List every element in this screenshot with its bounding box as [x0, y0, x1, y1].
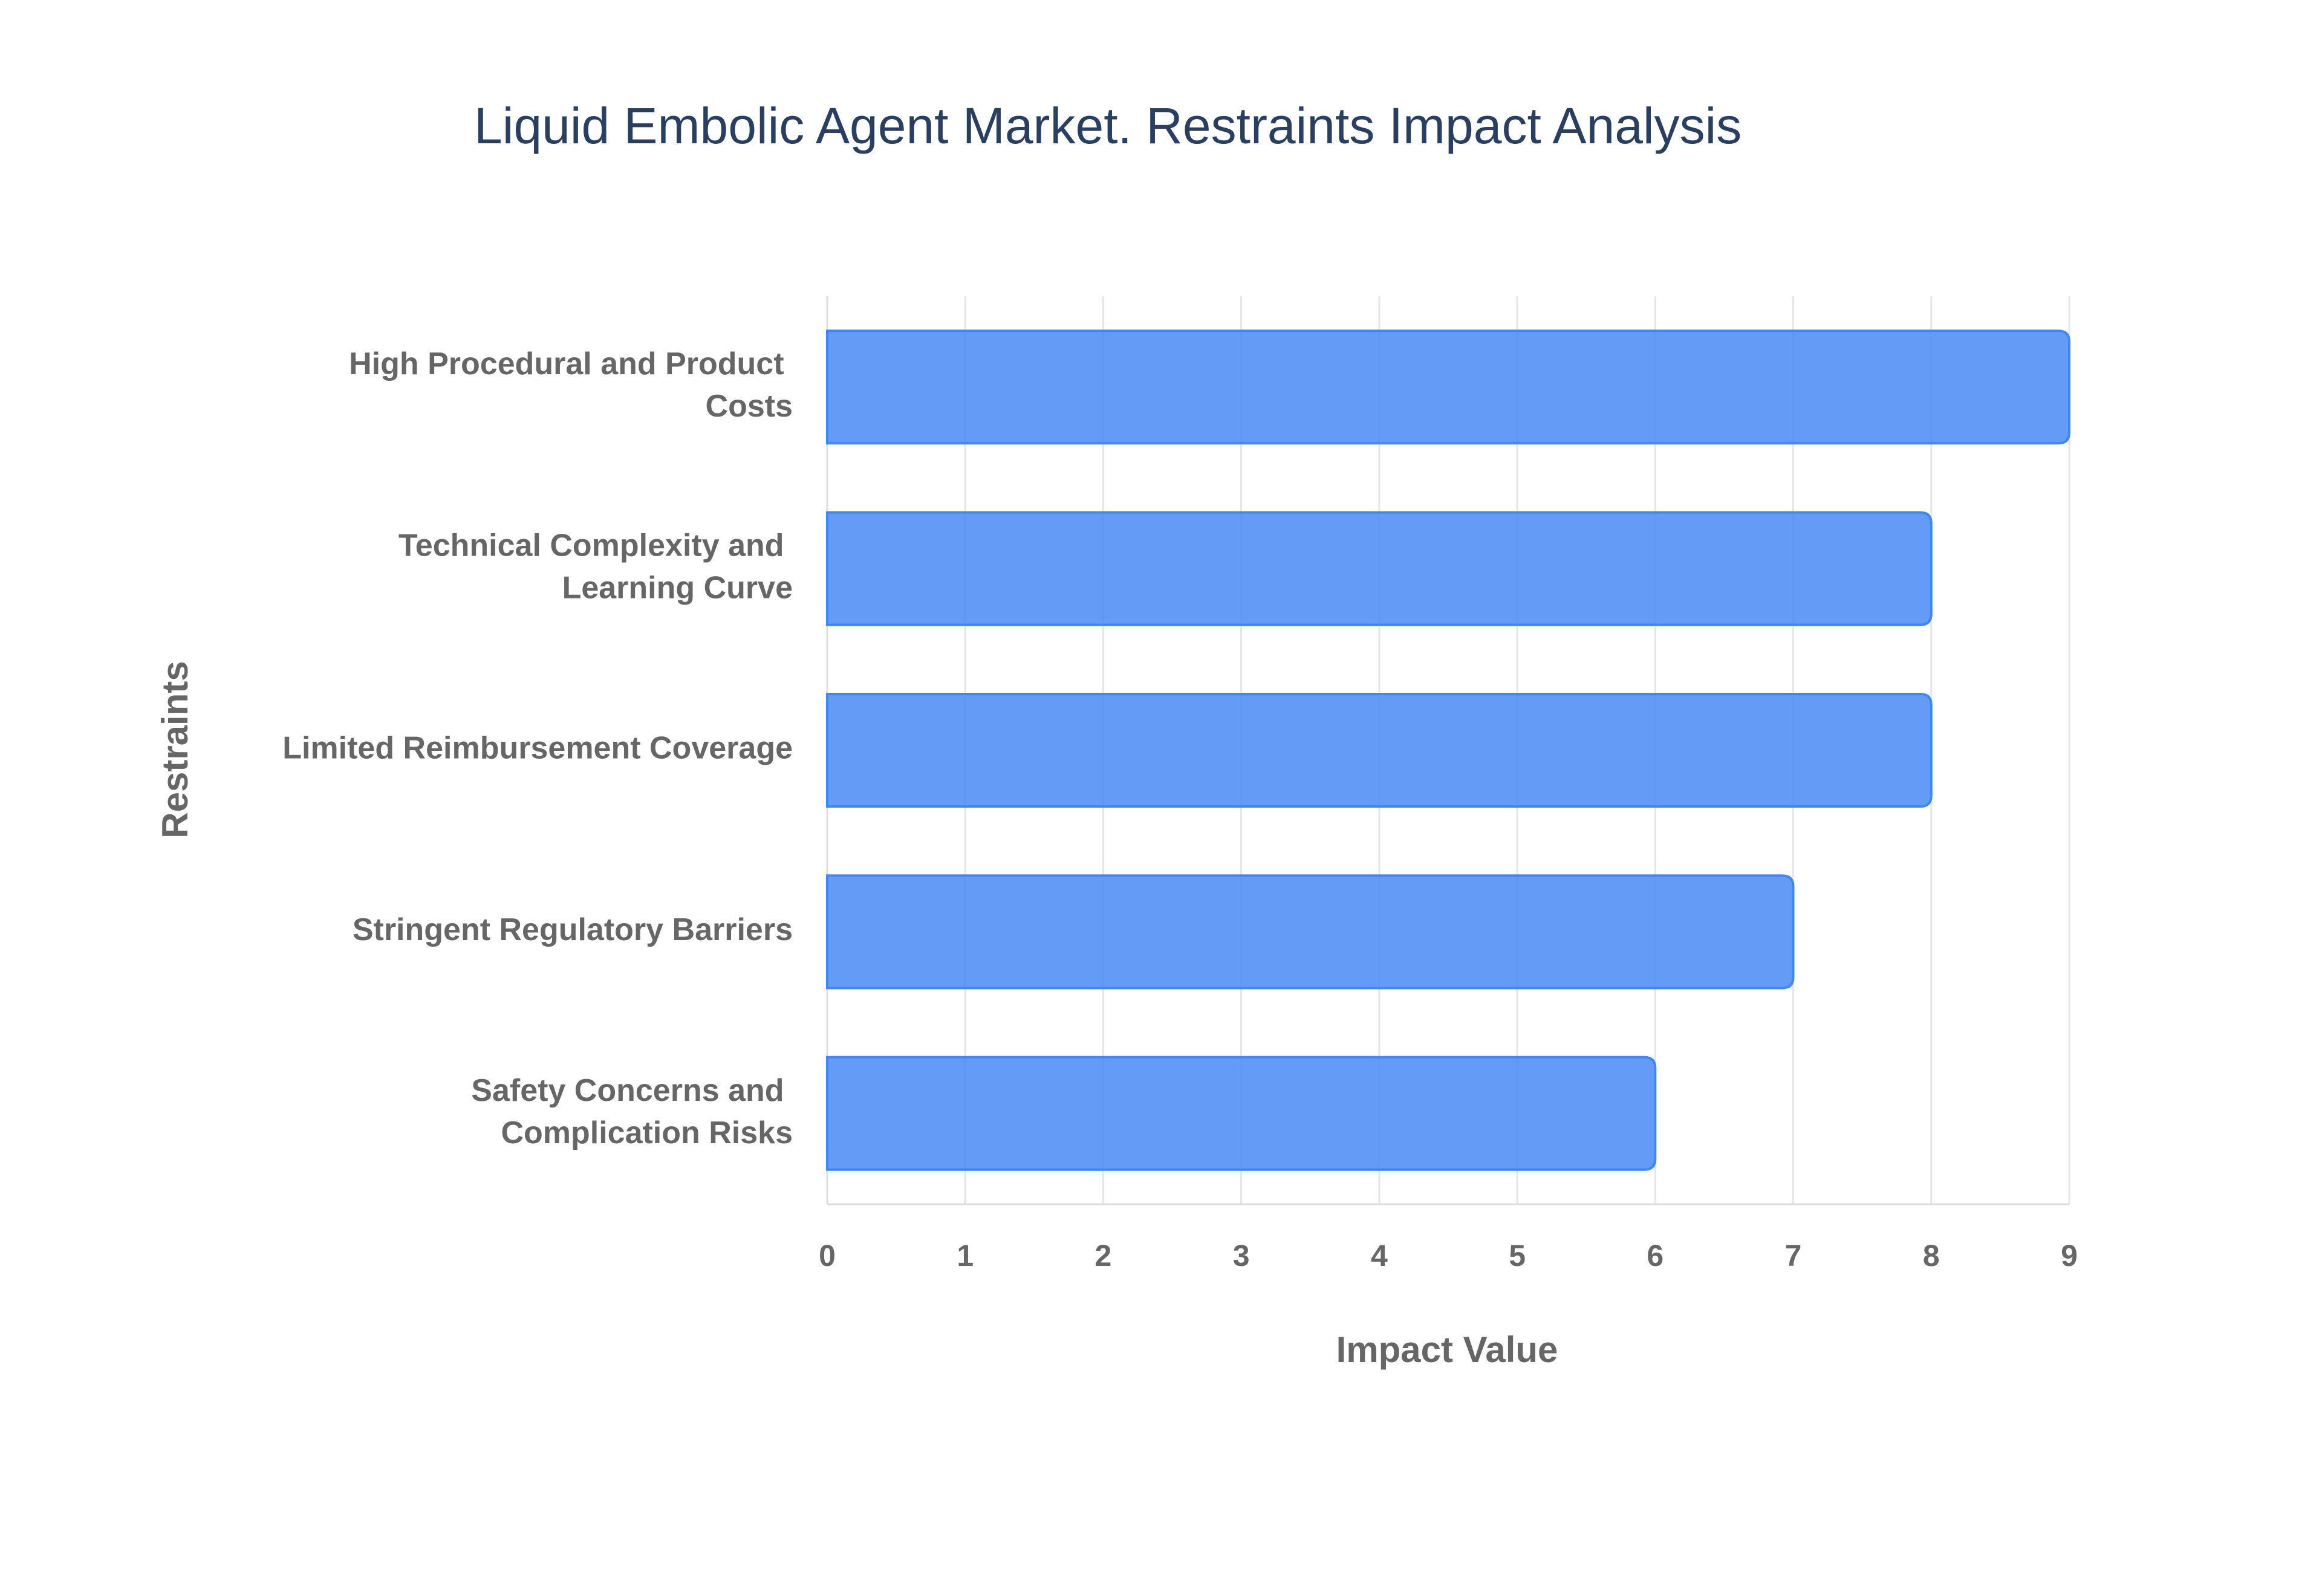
bar: [826, 329, 2070, 445]
y-axis-title: Restraints: [155, 661, 195, 838]
bar: [826, 1056, 1657, 1171]
x-tick-label: 2: [1095, 1239, 1112, 1273]
bar: [826, 874, 1795, 990]
x-tick-label: 4: [1371, 1239, 1388, 1273]
y-tick-label: Stringent Regulatory Barriers: [353, 912, 793, 947]
bar: [826, 511, 1933, 626]
y-tick-label: Safety Concerns and Complication Risks: [471, 1073, 793, 1150]
x-tick-label: 1: [957, 1239, 974, 1273]
bar: [826, 693, 1933, 808]
x-tick-label: 9: [2061, 1239, 2078, 1273]
x-tick-label: 8: [1923, 1239, 1940, 1273]
x-tick-label: 6: [1647, 1239, 1663, 1273]
x-tick-label: 5: [1509, 1239, 1526, 1273]
y-tick-label: Technical Complexity and Learning Curve: [398, 528, 793, 605]
y-tick-label: Limited Reimbursement Coverage: [282, 731, 793, 766]
y-tick-label: High Procedural and Product Costs: [349, 346, 793, 424]
x-tick-label: 7: [1785, 1239, 1802, 1273]
x-tick-label: 3: [1233, 1239, 1250, 1273]
chart-title: Liquid Embolic Agent Market. Restraints …: [474, 97, 1742, 154]
x-axis-title: Impact Value: [1336, 1329, 1558, 1370]
x-tick-label: 0: [819, 1239, 836, 1273]
